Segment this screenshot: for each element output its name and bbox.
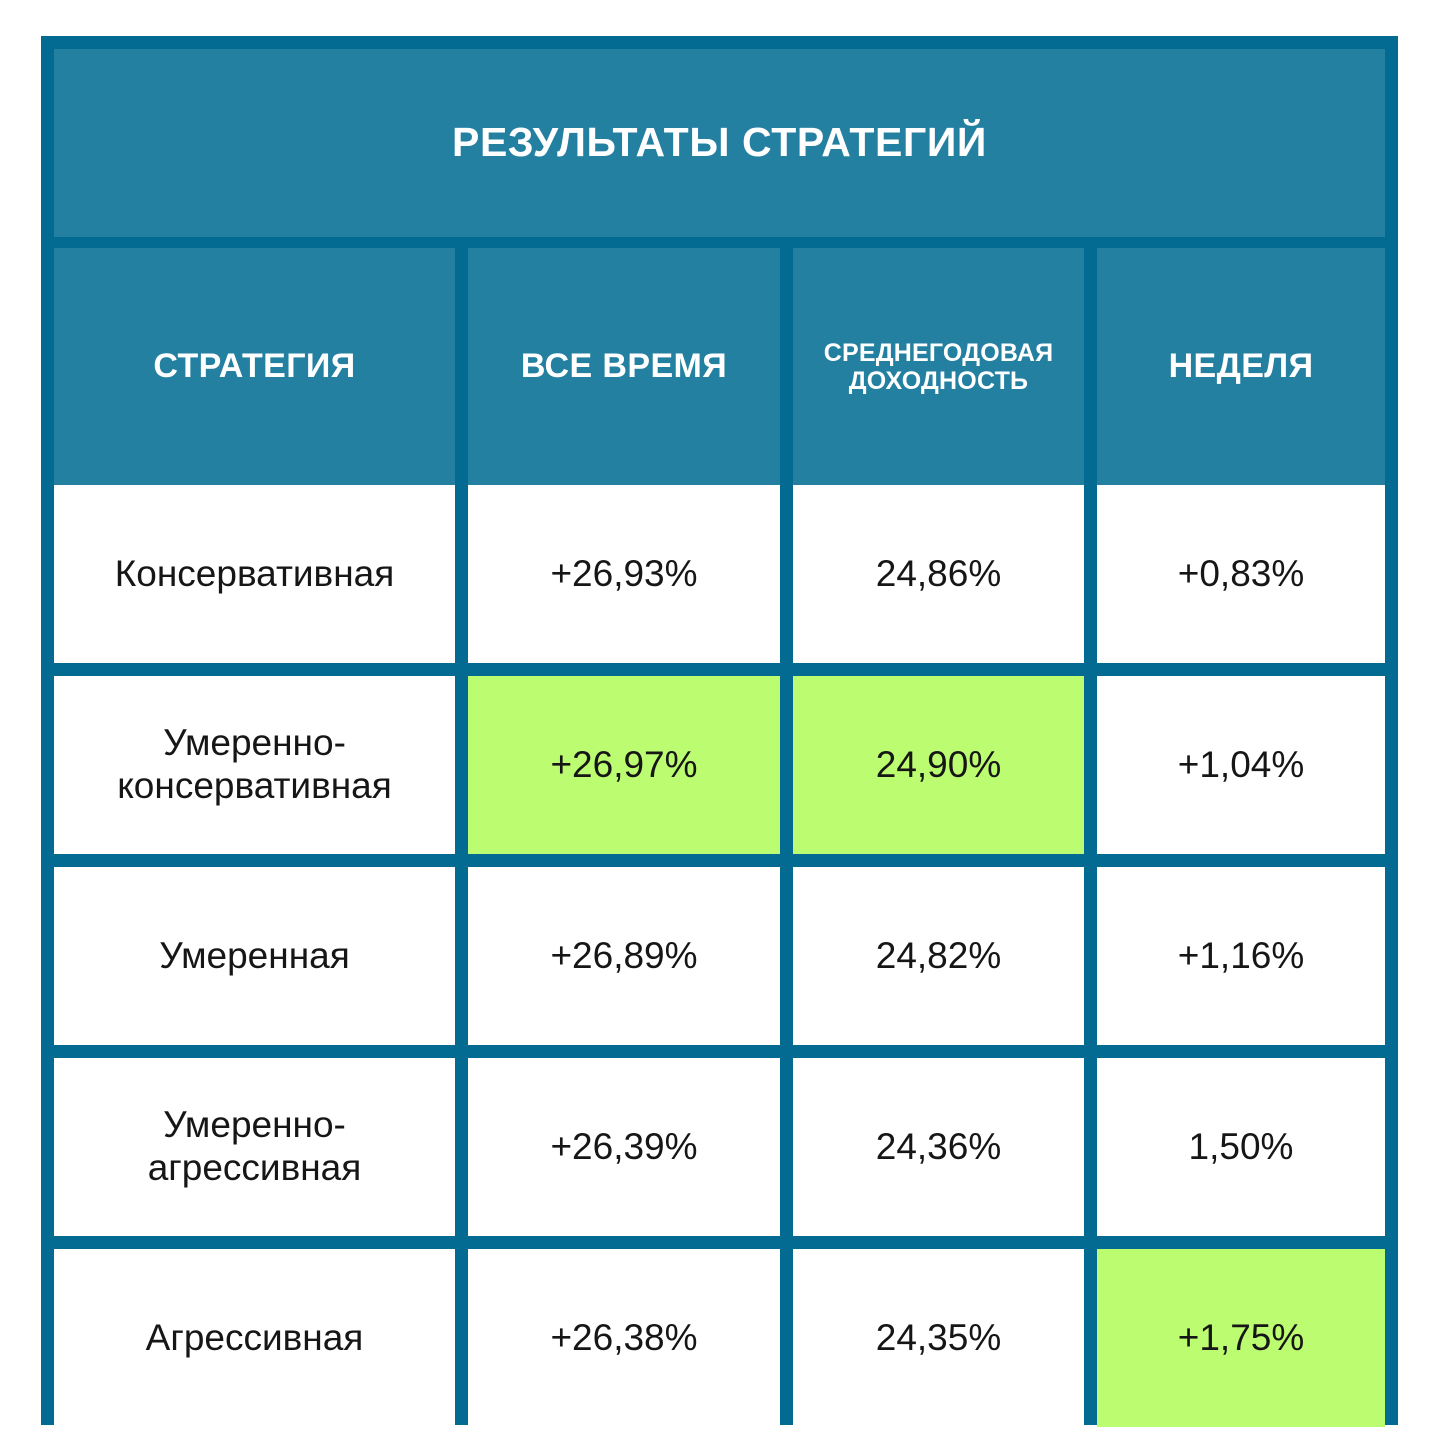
table-header-row: СТРАТЕГИЯ ВСЕ ВРЕМЯ СРЕДНЕГОДОВАЯ ДОХОДН… <box>41 248 1398 485</box>
cell-annual-average-return[interactable]: 24,82% <box>793 867 1084 1045</box>
table-row: Умеренно- агрессивная +26,39% 24,36% 1,5… <box>41 1058 1398 1236</box>
cell-week[interactable]: +1,04% <box>1097 676 1385 854</box>
cell-strategy-line2: консервативная <box>117 765 392 806</box>
table-title-band: РЕЗУЛЬТАТЫ СТРАТЕГИЙ <box>54 49 1385 237</box>
table-body: Консервативная +26,93% 24,86% +0,83% Уме… <box>41 485 1398 1427</box>
cell-strategy[interactable]: Агрессивная <box>54 1249 455 1427</box>
column-header-annual-average-return-label: СРЕДНЕГОДОВАЯ ДОХОДНОСТЬ <box>824 339 1054 395</box>
cell-annual-average-return[interactable]: 24,86% <box>793 485 1084 663</box>
cell-week-text: +1,16% <box>1177 934 1305 976</box>
table-row: Умеренно- консервативная +26,97% 24,90% … <box>41 676 1398 854</box>
cell-annual-average-return[interactable]: 24,35% <box>793 1249 1084 1427</box>
cell-week[interactable]: +1,16% <box>1097 867 1385 1045</box>
cell-strategy-text: Умеренно- агрессивная <box>148 1104 362 1190</box>
cell-annual-average-return[interactable]: 24,90% <box>793 676 1084 854</box>
cell-annual-average-return-text: 24,35% <box>875 1316 1002 1358</box>
cell-strategy[interactable]: Умеренно- агрессивная <box>54 1058 455 1236</box>
cell-week-text: 1,50% <box>1188 1125 1294 1167</box>
table-row: Консервативная +26,93% 24,86% +0,83% <box>41 485 1398 663</box>
cell-strategy-line1: Умеренно- <box>163 722 346 764</box>
cell-strategy[interactable]: Умеренно- консервативная <box>54 676 455 854</box>
cell-strategy-text: Консервативная <box>114 552 395 594</box>
cell-all-time[interactable]: +26,97% <box>468 676 780 854</box>
strategy-results-table: РЕЗУЛЬТАТЫ СТРАТЕГИЙ СТРАТЕГИЯ ВСЕ ВРЕМЯ… <box>41 36 1398 1427</box>
table-row: Умеренная +26,89% 24,82% +1,16% <box>41 867 1398 1045</box>
column-header-all-time-label: ВСЕ ВРЕМЯ <box>520 347 728 386</box>
cell-all-time-text: +26,89% <box>550 934 698 976</box>
cell-strategy[interactable]: Умеренная <box>54 867 455 1045</box>
cell-all-time[interactable]: +26,89% <box>468 867 780 1045</box>
cell-week-text: +0,83% <box>1177 552 1305 594</box>
cell-strategy-line1: Умеренно- <box>163 1104 346 1146</box>
cell-all-time[interactable]: +26,93% <box>468 485 780 663</box>
column-header-annual-average-return[interactable]: СРЕДНЕГОДОВАЯ ДОХОДНОСТЬ <box>793 248 1084 485</box>
cell-all-time-text: +26,97% <box>550 743 698 785</box>
cell-all-time[interactable]: +26,39% <box>468 1058 780 1236</box>
cell-all-time[interactable]: +26,38% <box>468 1249 780 1427</box>
cell-week[interactable]: 1,50% <box>1097 1058 1385 1236</box>
cell-annual-average-return-text: 24,86% <box>875 552 1002 594</box>
cell-annual-average-return-text: 24,90% <box>875 743 1002 785</box>
cell-week-text: +1,04% <box>1177 743 1305 785</box>
column-header-annual-line1: СРЕДНЕГОДОВАЯ <box>823 338 1054 367</box>
cell-strategy-line2: агрессивная <box>147 1147 362 1188</box>
cell-strategy-text: Агрессивная <box>145 1316 364 1358</box>
table-row: Агрессивная +26,38% 24,35% +1,75% <box>41 1249 1398 1427</box>
cell-all-time-text: +26,38% <box>550 1316 698 1358</box>
column-header-annual-line2: ДОХОДНОСТЬ <box>848 366 1029 395</box>
cell-week[interactable]: +1,75% <box>1097 1249 1385 1427</box>
column-header-week[interactable]: НЕДЕЛЯ <box>1097 248 1385 485</box>
page-title: РЕЗУЛЬТАТЫ СТРАТЕГИЙ <box>452 119 987 166</box>
cell-week-text: +1,75% <box>1177 1316 1305 1358</box>
cell-all-time-text: +26,39% <box>550 1125 698 1167</box>
column-header-strategy[interactable]: СТРАТЕГИЯ <box>54 248 455 485</box>
column-header-strategy-label: СТРАТЕГИЯ <box>153 347 356 386</box>
cell-strategy-text: Умеренно- консервативная <box>117 722 392 808</box>
column-header-all-time[interactable]: ВСЕ ВРЕМЯ <box>468 248 780 485</box>
cell-strategy[interactable]: Консервативная <box>54 485 455 663</box>
cell-annual-average-return-text: 24,82% <box>875 934 1002 976</box>
cell-strategy-text: Умеренная <box>159 934 350 976</box>
cell-annual-average-return-text: 24,36% <box>875 1125 1002 1167</box>
column-header-week-label: НЕДЕЛЯ <box>1168 347 1314 386</box>
cell-week[interactable]: +0,83% <box>1097 485 1385 663</box>
cell-annual-average-return[interactable]: 24,36% <box>793 1058 1084 1236</box>
cell-all-time-text: +26,93% <box>550 552 698 594</box>
